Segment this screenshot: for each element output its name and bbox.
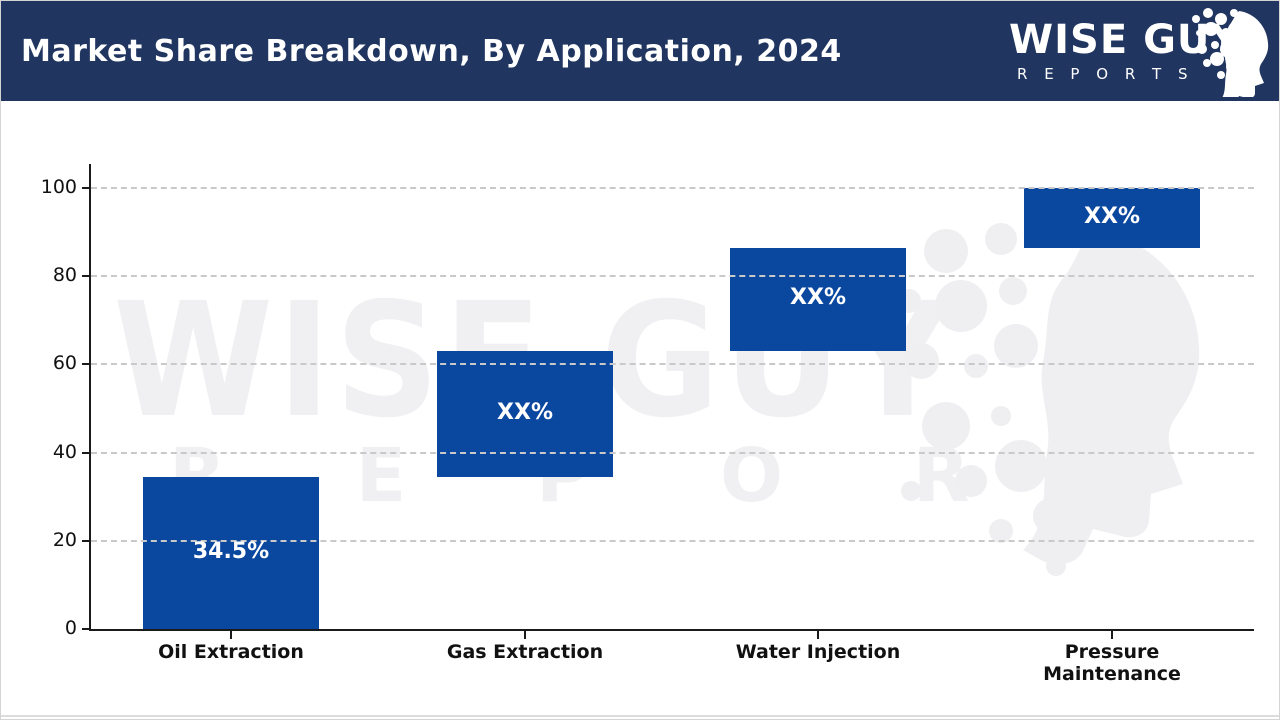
gridline-100 xyxy=(91,187,1254,189)
bar-gas-extraction xyxy=(437,351,613,477)
x-axis-category-label: Pressure Maintenance xyxy=(1043,641,1181,685)
bar-value-label: XX% xyxy=(1084,203,1140,229)
y-axis-tick-label: 80 xyxy=(52,264,77,287)
bottom-divider xyxy=(1,715,1279,717)
bar-water-injection xyxy=(730,247,906,352)
x-axis-tick xyxy=(817,631,819,639)
y-axis-tick xyxy=(82,187,90,189)
x-axis-line xyxy=(89,629,1254,631)
logo-head-icon xyxy=(1192,8,1269,97)
y-axis-line xyxy=(89,164,91,631)
y-axis-tick-label: 100 xyxy=(40,176,77,198)
x-axis-category-label: Gas Extraction xyxy=(446,641,604,663)
y-axis-tick xyxy=(82,451,90,454)
x-axis-category-label: Water Injection xyxy=(735,641,901,663)
y-axis-tick xyxy=(82,539,90,542)
logo-wordmark: WISE GUY xyxy=(1009,17,1240,63)
bar-value-label: XX% xyxy=(790,285,846,311)
logo-sub-wordmark: R E P O R T S xyxy=(1017,65,1193,83)
bar-pressure-maintenance xyxy=(1024,188,1200,248)
y-axis-tick-label: 40 xyxy=(52,440,77,463)
page-title: Market Share Breakdown, By Application, … xyxy=(21,33,842,69)
gridline-40 xyxy=(91,451,1254,454)
x-axis-tick xyxy=(1111,631,1113,639)
y-axis-tick-label: 60 xyxy=(52,352,77,375)
x-axis-tick xyxy=(524,631,526,639)
gridline-60 xyxy=(91,363,1254,366)
wise-guy-reports-logo: WISE GUY R E P O R T S xyxy=(1009,8,1269,97)
y-axis-tick xyxy=(82,363,90,366)
y-axis-tick-label: 0 xyxy=(64,617,77,639)
y-axis-tick-label: 20 xyxy=(52,528,77,551)
gridline-20 xyxy=(91,539,1254,542)
y-axis-tick xyxy=(82,628,90,630)
x-axis-tick xyxy=(230,631,232,639)
y-axis-tick xyxy=(82,275,90,278)
watermark-head-icon xyxy=(897,223,1200,576)
header-bar: Market Share Breakdown, By Application, … xyxy=(1,1,1279,101)
bar-value-label: 34.5% xyxy=(192,538,270,564)
gridline-80 xyxy=(91,275,1254,278)
x-axis-category-label: Oil Extraction xyxy=(158,641,304,663)
bar-oil-extraction xyxy=(143,476,319,629)
bar-value-label: XX% xyxy=(497,400,553,425)
